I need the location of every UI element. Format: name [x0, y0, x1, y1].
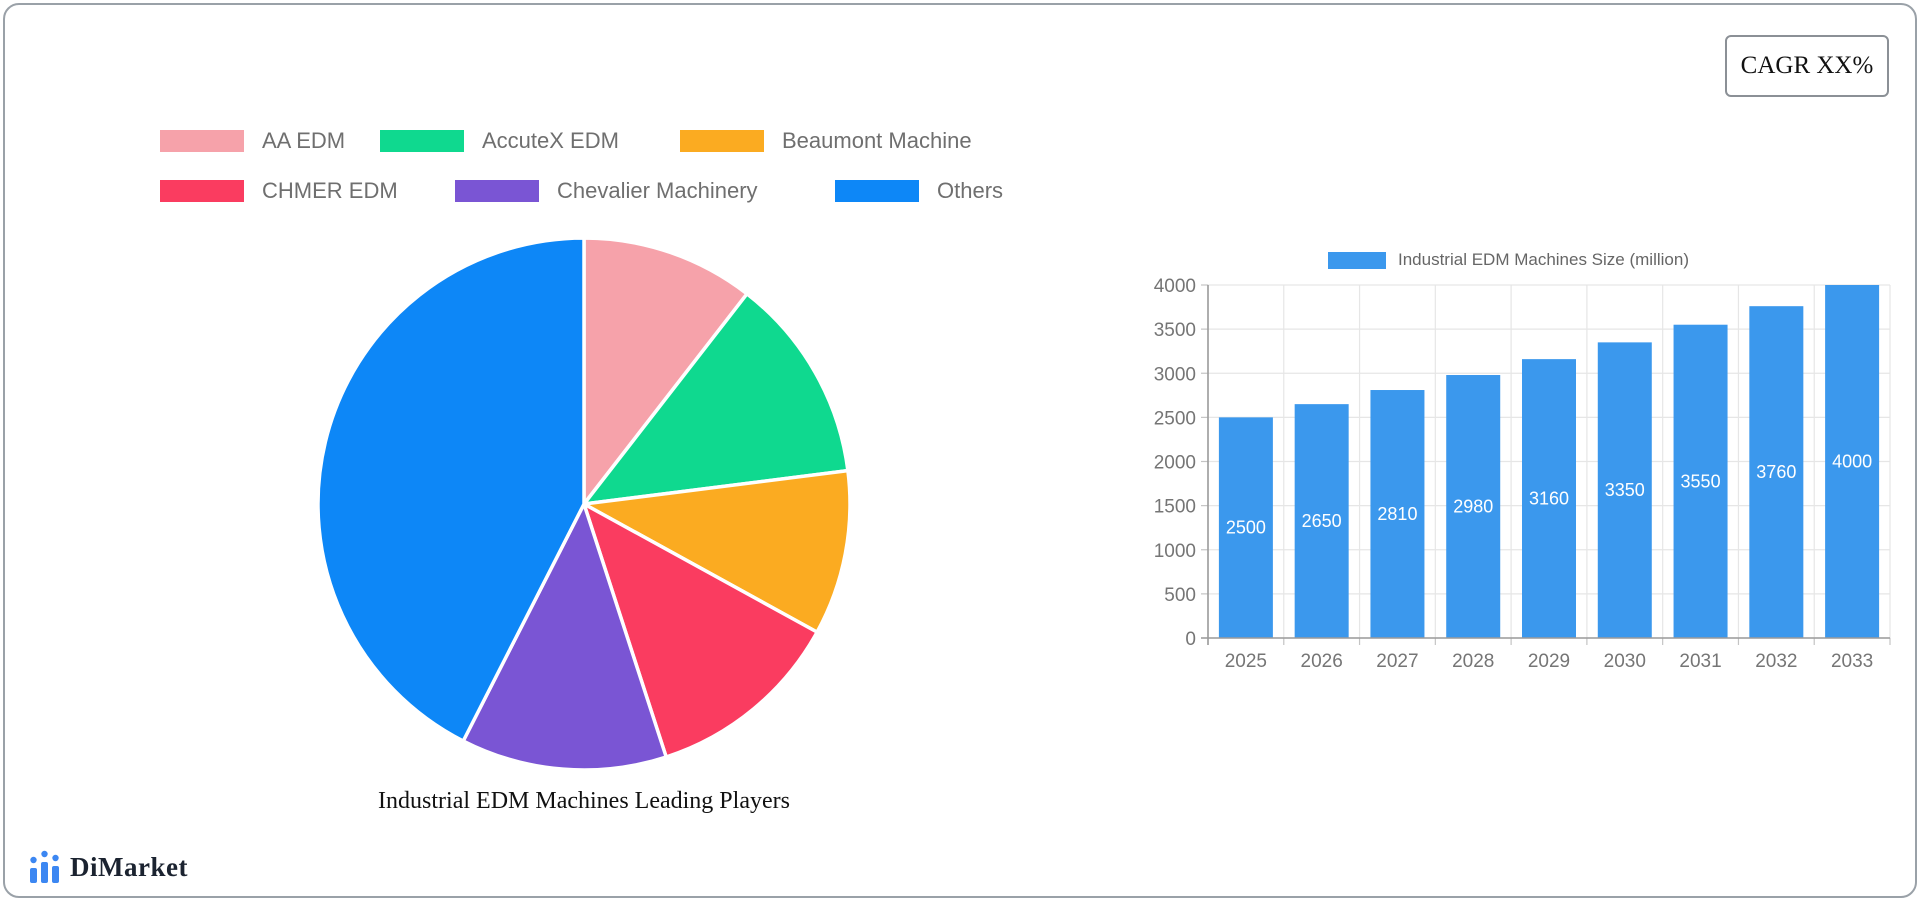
bar-value-label: 2500 — [1226, 518, 1266, 538]
cagr-label: CAGR XX% — [1740, 52, 1874, 79]
pie-chart — [316, 236, 852, 772]
y-tick-label: 0 — [1185, 629, 1196, 650]
logo-bar — [30, 868, 37, 883]
pie-legend-item-chmer-edm[interactable]: CHMER EDM — [160, 178, 398, 203]
x-tick-label: 2027 — [1376, 651, 1418, 672]
logo-dot — [52, 854, 59, 862]
logo-bar — [52, 866, 59, 883]
legend-swatch-others — [835, 180, 919, 202]
y-tick-label: 2500 — [1154, 408, 1196, 429]
bar-legend-label: Industrial EDM Machines Size (million) — [1398, 250, 1689, 269]
logo-dot — [30, 856, 37, 864]
bar-value-label: 2650 — [1302, 511, 1342, 531]
y-tick-label: 2000 — [1154, 453, 1196, 474]
bar-value-label: 3550 — [1681, 471, 1721, 491]
pie-slice-beaumont-machine[interactable] — [582, 468, 852, 634]
bar-2025[interactable] — [1218, 417, 1273, 638]
pie-legend-label: Others — [937, 178, 1004, 203]
pie-slice-accutex-edm[interactable] — [582, 292, 850, 506]
legend-swatch-chevalier-machinery — [455, 180, 539, 202]
x-tick-label: 2028 — [1452, 651, 1494, 672]
bar-2031[interactable] — [1673, 324, 1728, 638]
bar-value-label: 2810 — [1377, 504, 1417, 524]
x-tick-label: 2030 — [1604, 651, 1646, 672]
pie-slice-chmer-edm[interactable] — [582, 502, 819, 759]
logo-bar — [41, 862, 48, 883]
y-tick-label: 3000 — [1154, 364, 1196, 385]
x-tick-label: 2032 — [1755, 651, 1797, 672]
bar-value-label: 3760 — [1756, 462, 1796, 482]
bar-value-label: 2980 — [1453, 497, 1493, 517]
legend-swatch-beaumont-machine — [680, 130, 764, 152]
brand-logo[interactable]: DiMarket — [28, 849, 188, 885]
pie-legend-label: CHMER EDM — [262, 178, 398, 203]
bar-chart: 0 500 1000 1500 2000 2500 3000 3500 4000 2500 2025… — [1154, 276, 1891, 672]
legend-swatch-accutex-edm — [380, 130, 464, 152]
bar-2028[interactable] — [1446, 375, 1501, 638]
bar-legend-item[interactable]: Industrial EDM Machines Size (million) — [1328, 250, 1689, 270]
bar-value-label: 3160 — [1529, 489, 1569, 509]
pie-legend-label: AA EDM — [262, 128, 346, 153]
pie-slice-others[interactable] — [316, 236, 586, 743]
bar-value-label: 3350 — [1605, 480, 1645, 500]
pie-legend-label: Chevalier Machinery — [557, 178, 758, 203]
x-tick-label: 2026 — [1301, 651, 1343, 672]
bar-value-label: 4000 — [1832, 452, 1872, 472]
cagr-badge: CAGR XX% — [1725, 35, 1889, 97]
bar-2032[interactable] — [1749, 306, 1804, 638]
pie-slice-aa-edm[interactable] — [582, 236, 749, 506]
bar-2027[interactable] — [1370, 390, 1425, 638]
x-tick-label: 2033 — [1831, 651, 1873, 672]
bar-legend-swatch — [1328, 251, 1386, 269]
pie-legend-item-chevalier-machinery[interactable]: Chevalier Machinery — [455, 178, 758, 203]
pie-legend-item-beaumont-machine[interactable]: Beaumont Machine — [680, 128, 972, 153]
pie-legend-label: AccuteX EDM — [482, 128, 619, 153]
pie-slice-chevalier-machinery[interactable] — [461, 502, 668, 772]
x-tick-label: 2029 — [1528, 651, 1570, 672]
y-tick-label: 4000 — [1154, 276, 1196, 297]
y-tick-label: 500 — [1164, 585, 1196, 606]
pie-chart-title: Industrial EDM Machines Leading Players — [378, 788, 790, 814]
pie-legend-label: Beaumont Machine — [782, 128, 972, 153]
legend-swatch-chmer-edm — [160, 180, 244, 202]
y-tick-label: 1500 — [1154, 497, 1196, 518]
pie-legend-item-accutex-edm[interactable]: AccuteX EDM — [380, 128, 619, 153]
legend-swatch-aa-edm — [160, 130, 244, 152]
bar-2030[interactable] — [1597, 342, 1652, 638]
y-tick-label: 1000 — [1154, 541, 1196, 562]
bar-2026[interactable] — [1294, 404, 1349, 638]
pie-legend-item-others[interactable]: Others — [835, 178, 1004, 203]
y-tick-label: 3500 — [1154, 320, 1196, 341]
dimarket-bars-icon — [30, 850, 59, 883]
bar-2029[interactable] — [1522, 359, 1576, 638]
x-tick-label: 2025 — [1225, 651, 1267, 672]
x-tick-label: 2031 — [1679, 651, 1721, 672]
brand-name: DiMarket — [70, 851, 188, 882]
pie-legend-item-aa-edm[interactable]: AA EDM — [160, 128, 346, 153]
bar-2033[interactable] — [1825, 285, 1880, 638]
logo-dot — [41, 850, 48, 858]
